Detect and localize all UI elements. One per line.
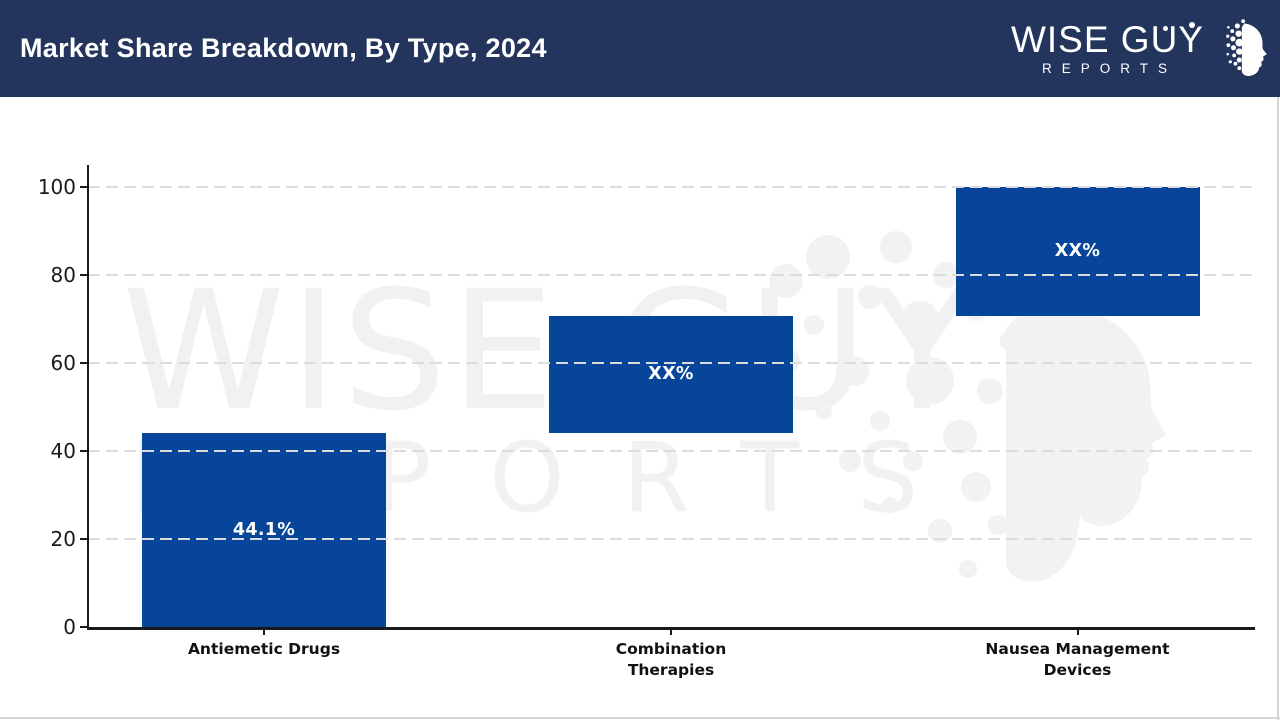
bar-segment: 44.1% <box>142 432 386 627</box>
frame-edge-right <box>1277 97 1279 720</box>
x-category-label: Nausea Management Devices <box>985 640 1170 679</box>
gridline <box>88 274 1255 276</box>
y-tick-label: 100 <box>37 175 76 199</box>
y-tick-label: 80 <box>50 263 76 287</box>
y-tick-mark <box>80 450 88 452</box>
gridline <box>88 450 1255 452</box>
chart-title: Market Share Breakdown, By Type, 2024 <box>20 33 547 63</box>
y-tick-label: 60 <box>50 351 76 375</box>
chart-area: WISE GUY REPORTS 0 20 40 60 80 100 44.1% XX% XX%… <box>0 97 1280 720</box>
x-tick-mark <box>1076 627 1079 635</box>
gridline <box>88 362 1255 364</box>
bar-value-label: XX% <box>648 364 694 385</box>
logo-dot <box>1162 25 1168 31</box>
y-tick-mark <box>80 362 88 364</box>
x-category-label: Antiemetic Drugs <box>187 640 341 658</box>
face-profile-icon <box>1226 18 1267 76</box>
gridline <box>88 186 1255 188</box>
brand-subtitle: REPORTS <box>1041 60 1177 76</box>
bar-value-label: XX% <box>1054 241 1101 262</box>
gridline <box>88 538 1255 540</box>
brand-logo-text: WISE GUY REPORTS <box>1010 19 1204 76</box>
y-tick-mark <box>80 274 88 276</box>
x-tick-mark <box>263 627 265 635</box>
logo-dot <box>1188 21 1195 28</box>
y-axis-line <box>87 165 89 629</box>
y-tick-mark <box>80 538 88 540</box>
y-tick-label: 0 <box>63 615 76 639</box>
y-tick-label: 40 <box>50 439 76 463</box>
bar-value-label: 44.1% <box>232 519 296 540</box>
header-bar: Market Share Breakdown, By Type, 2024 WI… <box>0 0 1280 97</box>
bar-segment: XX% <box>549 315 793 433</box>
y-tick-mark <box>80 186 88 188</box>
brand-logo: WISE GUY REPORTS <box>1011 8 1270 90</box>
x-axis-line <box>87 627 1255 630</box>
frame-edge-bottom <box>0 717 1280 719</box>
y-tick-label: 20 <box>50 527 76 551</box>
bar-segment: XX% <box>955 187 1200 316</box>
y-tick-mark <box>80 626 88 628</box>
brand-name: WISE GUY <box>1010 19 1204 61</box>
x-tick-mark <box>670 627 672 635</box>
x-category-label: Combination Therapies <box>615 640 727 679</box>
